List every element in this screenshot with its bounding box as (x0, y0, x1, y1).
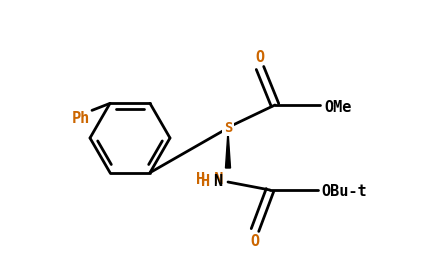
Text: O: O (250, 234, 260, 250)
Text: O: O (255, 50, 264, 66)
Polygon shape (226, 131, 230, 168)
Text: Ph: Ph (72, 111, 90, 126)
Text: OMe: OMe (324, 100, 351, 115)
Text: OBu-t: OBu-t (321, 185, 367, 199)
Text: S: S (224, 121, 232, 135)
Text: H N: H N (196, 172, 224, 188)
Text: N: N (213, 175, 223, 189)
Text: H: H (201, 175, 210, 189)
